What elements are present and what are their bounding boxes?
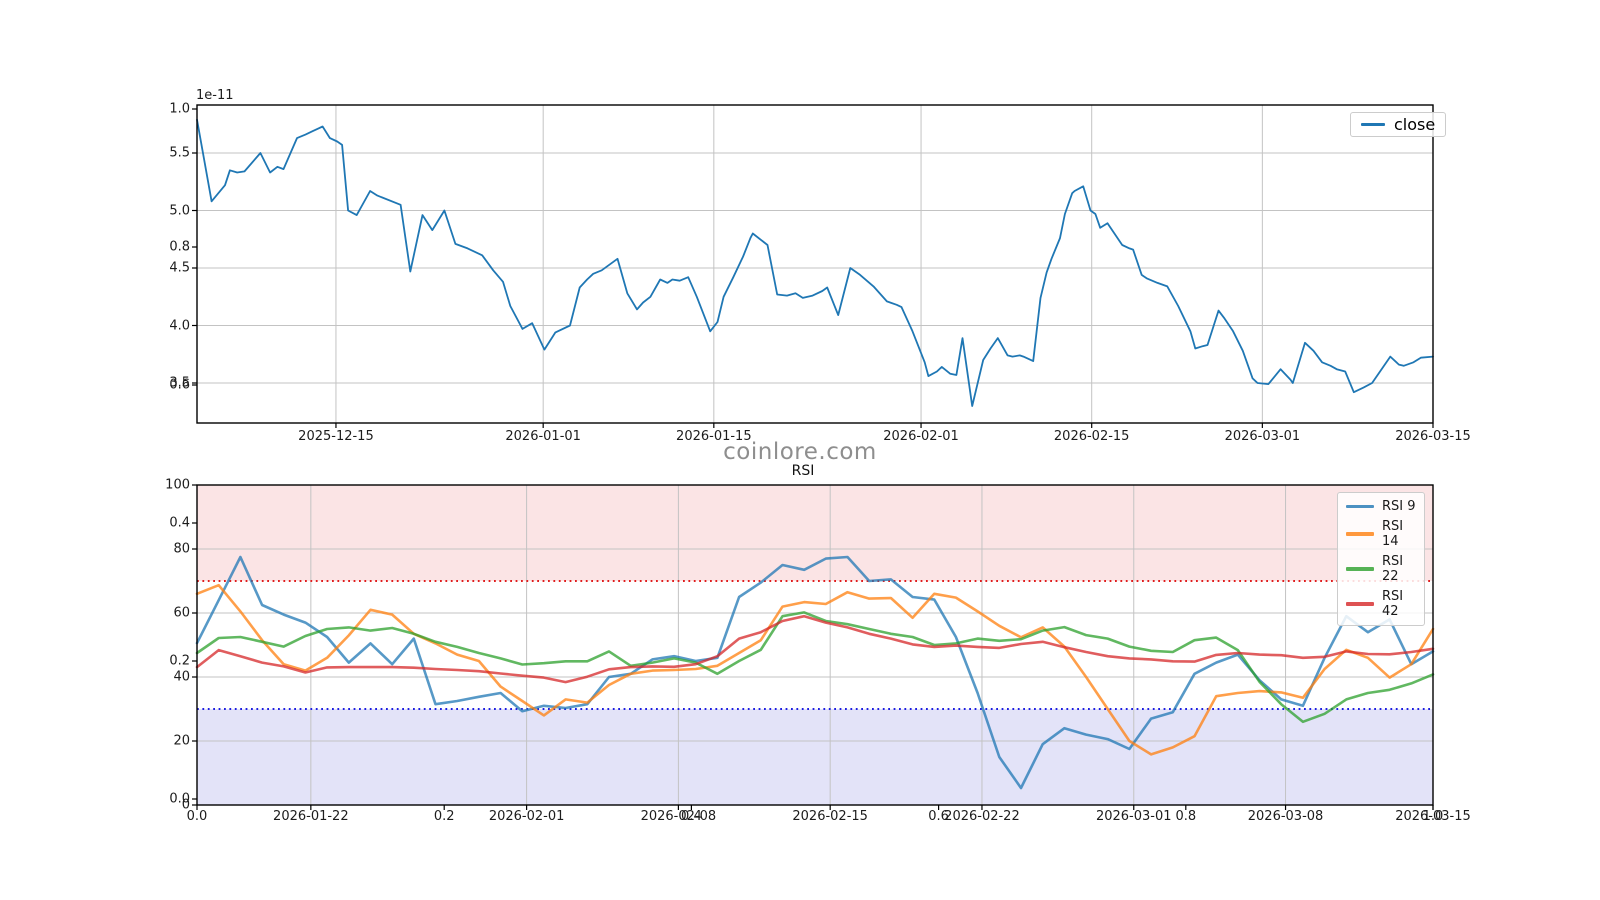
rsi-y-tick-label: 60: [173, 605, 190, 621]
overlay-x-tick-label: 0.4: [681, 809, 702, 824]
rsi-x-tick-label: 2026-03-15: [1395, 809, 1471, 824]
rsi-x-tick-label: 2026-02-08: [640, 809, 717, 824]
legend-label: RSI 9: [1382, 499, 1416, 514]
overlay-x-tick-label: 1.0: [1422, 809, 1444, 824]
rsi-9-swatch: [1346, 504, 1374, 509]
price-x-tick-label: 2026-01-15: [676, 429, 752, 444]
price-x-tick-label: 2026-03-01: [1224, 429, 1301, 444]
rsi-x-tick-label: 2026-02-22: [944, 809, 1020, 824]
legend-item-rsi-9: RSI 9: [1346, 499, 1416, 514]
legend-label: RSI 42: [1382, 589, 1404, 619]
line-rsi-42: [195, 614, 1435, 684]
overlay-y-tick-label: 0.0: [169, 791, 190, 807]
overlay-y-tick-label: 0.4: [169, 515, 190, 531]
rsi-chart-title: RSI: [791, 463, 815, 479]
overlay-x-tick-label: 0.2: [433, 809, 455, 824]
rsi-legend: RSI 9 RSI 14 RSI 22 RSI 42: [1337, 492, 1425, 626]
price-x-tick-label: 2026-02-01: [883, 429, 959, 444]
price-x-tick-label: 2026-03-15: [1395, 429, 1471, 444]
overlay-y-tick-label: 0.2: [169, 653, 190, 669]
overlay-x-tick-label: 0.8: [1175, 809, 1197, 824]
price-y-tick-label: 5.0: [169, 203, 190, 218]
rsi-y-tick-label: 100: [165, 477, 190, 493]
rsi-x-tick-label: 2026-03-08: [1247, 809, 1324, 824]
overlay-x-tick-label: 0.0: [186, 809, 208, 824]
price-y-tick-label: 3.5: [169, 375, 190, 391]
line-rsi-22: [195, 611, 1435, 724]
close-line: [196, 118, 1434, 407]
price-legend: close: [1350, 112, 1447, 137]
price-y-tick-label: 5.5: [169, 145, 190, 161]
line-rsi-14: [195, 583, 1435, 756]
overlay-x-tick-label: 0.6: [928, 809, 949, 824]
price-x-tick-label: 2025-12-15: [298, 429, 374, 444]
price-y-tick-label: 4.0: [169, 318, 190, 333]
rsi-x-tick-label: 2026-02-01: [488, 809, 565, 824]
rsi-x-tick-label: 2026-03-01: [1095, 809, 1172, 824]
rsi-y-tick-label: 80: [173, 541, 190, 557]
rsi-y-tick-label: 40: [173, 669, 190, 685]
line-rsi-9: [195, 555, 1435, 790]
legend-item-rsi-42: RSI 42: [1346, 589, 1416, 619]
legend-item-rsi-14: RSI 14: [1346, 519, 1416, 549]
rsi-chart-frame: [196, 484, 1434, 806]
overbought-band: [197, 485, 1433, 581]
rsi-y-tick-label: 20: [173, 733, 190, 749]
legend-item-rsi-22: RSI 22: [1346, 554, 1416, 584]
rsi-42-swatch: [1346, 602, 1374, 606]
oversold-band: [197, 709, 1433, 805]
rsi-22-swatch: [1346, 567, 1374, 571]
close-line-swatch: [1361, 123, 1385, 126]
overlay-y-tick-label: 0.6: [169, 377, 190, 393]
price-y-axis-offset-label: 1e-11: [196, 88, 234, 103]
price-x-tick-label: 2026-02-15: [1053, 429, 1130, 444]
price-x-tick-label: 2026-01-01: [505, 429, 581, 444]
overlay-y-tick-label: 0.8: [169, 239, 190, 255]
watermark: coinlore.com: [723, 439, 877, 465]
price-chart-frame: [196, 104, 1434, 424]
close-legend-label: close: [1394, 115, 1436, 134]
rsi-x-tick-label: 2026-01-22: [273, 809, 349, 824]
legend-label: RSI 14: [1382, 519, 1404, 549]
rsi-x-tick-label: 2026-02-15: [792, 809, 868, 824]
rsi-14-swatch: [1346, 532, 1374, 536]
rsi-y-tick-label: 0: [181, 797, 190, 813]
overlay-y-tick-label: 1.0: [169, 101, 190, 117]
price-y-tick-label: 4.5: [169, 260, 190, 276]
legend-label: RSI 22: [1382, 554, 1404, 584]
